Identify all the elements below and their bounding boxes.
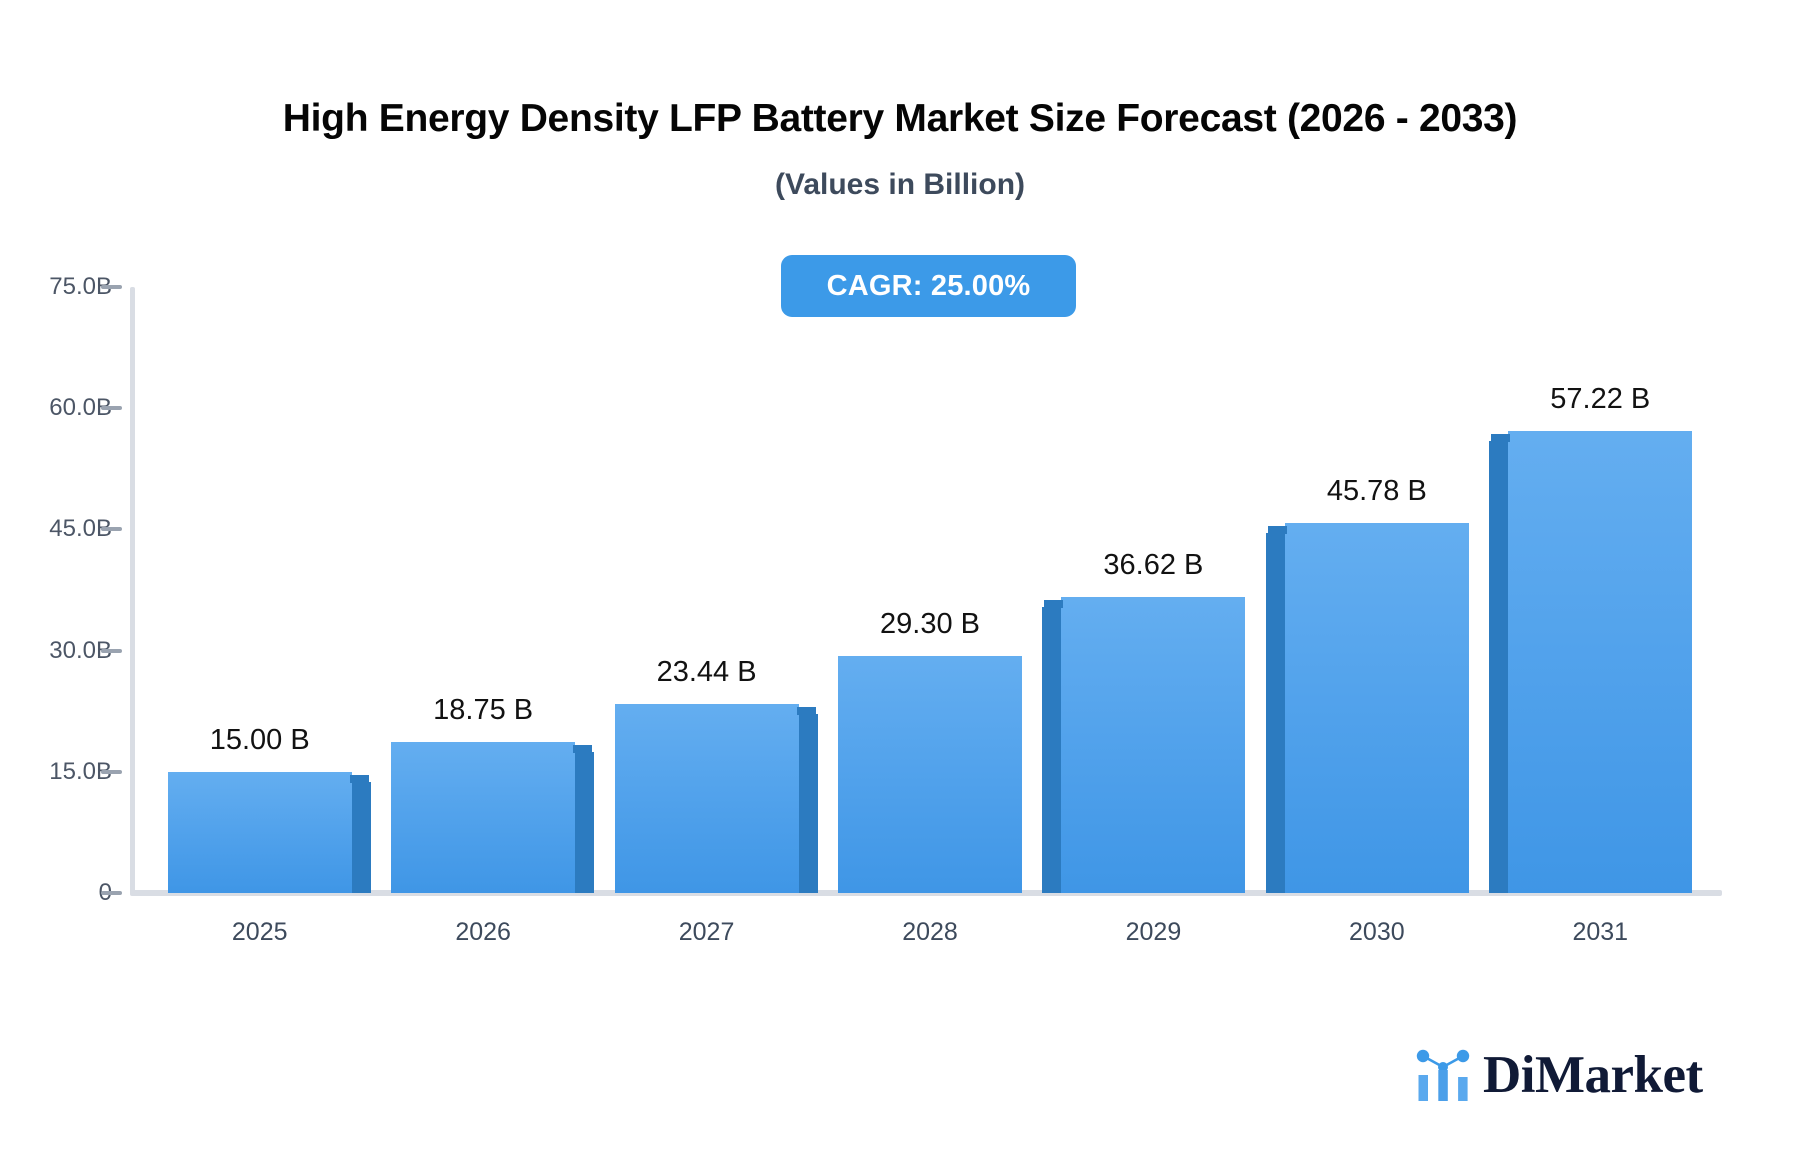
- bar-face: [838, 656, 1022, 893]
- bar-face: [167, 771, 352, 893]
- x-axis-line: [130, 890, 1722, 896]
- bar-top-bevel: [349, 774, 369, 783]
- x-axis-tick-label: 2030: [1349, 918, 1405, 946]
- y-axis-tick-mark: [101, 406, 122, 411]
- bar-value-label: 45.78 B: [1326, 475, 1427, 508]
- bar[interactable]: [1265, 523, 1469, 893]
- bar-value-label: 57.22 B: [1550, 382, 1651, 415]
- x-axis-tick-label: 2029: [1125, 918, 1182, 946]
- cagr-badge: CAGR: 25.00%: [781, 255, 1076, 317]
- dimarket-logo: DiMarket: [1416, 1046, 1703, 1104]
- bar-side-shadow: [1265, 533, 1285, 893]
- bar-top-bevel: [796, 706, 816, 715]
- chart-subtitle: (Values in Billion): [774, 168, 1026, 201]
- bar[interactable]: [614, 703, 818, 893]
- logo-wordmark: DiMarket: [1483, 1045, 1703, 1104]
- bar-face: [614, 703, 799, 893]
- x-axis-tick-label: 2027: [678, 918, 735, 946]
- y-axis-tick-mark: [101, 648, 122, 653]
- bar[interactable]: [1489, 430, 1693, 893]
- x-axis-tick-label: 2031: [1572, 918, 1629, 946]
- x-axis-tick-label: 2026: [455, 918, 511, 946]
- bar-side-shadow: [1489, 440, 1509, 893]
- bar-face: [1284, 523, 1469, 893]
- bar-side-shadow: [575, 751, 595, 893]
- bar-side-shadow: [351, 781, 371, 893]
- bar-chart-logo-icon: [1416, 1046, 1470, 1104]
- bar[interactable]: [391, 741, 595, 893]
- chart-title: High Energy Density LFP Battery Market S…: [282, 97, 1518, 140]
- bar[interactable]: [838, 656, 1022, 893]
- bar-value-label: 36.62 B: [1103, 549, 1204, 582]
- y-axis-tick-mark: [101, 285, 122, 289]
- bar-side-shadow: [1042, 607, 1062, 893]
- bar-top-bevel: [573, 744, 593, 753]
- bar[interactable]: [167, 771, 371, 893]
- bar-side-shadow: [798, 713, 818, 893]
- bar-top-bevel: [1044, 600, 1064, 609]
- bar-value-label: 23.44 B: [656, 655, 757, 688]
- y-axis-line: [130, 287, 135, 895]
- bar-top-bevel: [1267, 526, 1287, 535]
- bar-face: [1508, 430, 1693, 893]
- bar-value-label: 15.00 B: [209, 723, 310, 756]
- bar-value-label: 29.30 B: [880, 608, 980, 641]
- y-axis-tick-mark: [101, 769, 122, 774]
- bar-face: [391, 741, 576, 893]
- bar-face: [1061, 597, 1246, 893]
- x-axis-tick-label: 2028: [902, 918, 958, 946]
- bar-top-bevel: [1491, 433, 1511, 442]
- y-axis-tick-mark: [101, 891, 122, 895]
- bar-value-label: 18.75 B: [433, 693, 534, 726]
- bar[interactable]: [1042, 597, 1246, 893]
- y-axis-tick-mark: [101, 527, 122, 532]
- x-axis-tick-label: 2025: [231, 918, 288, 946]
